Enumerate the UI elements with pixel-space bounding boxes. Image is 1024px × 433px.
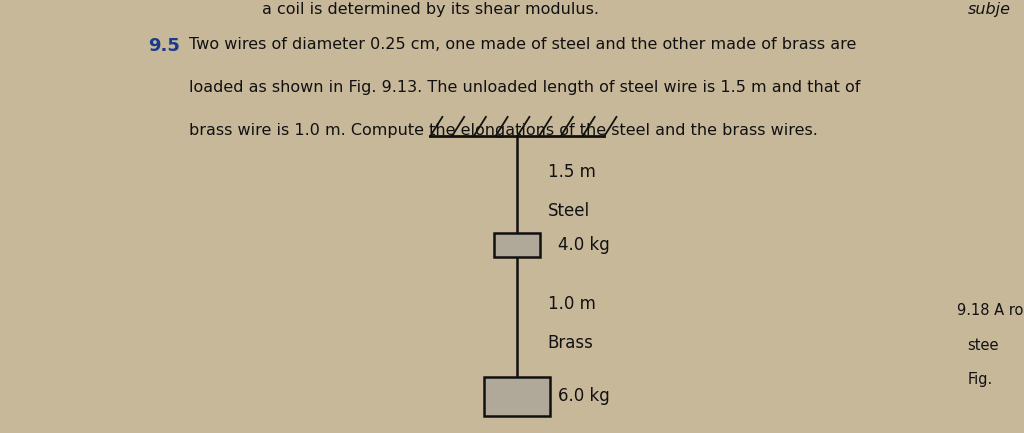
Text: Steel: Steel — [548, 201, 590, 220]
Text: Brass: Brass — [548, 333, 594, 352]
Text: Fig.: Fig. — [968, 372, 993, 388]
Text: 6.0 kg: 6.0 kg — [558, 387, 610, 405]
Text: 1.0 m: 1.0 m — [548, 294, 596, 313]
Text: Two wires of diameter 0.25 cm, one made of steel and the other made of brass are: Two wires of diameter 0.25 cm, one made … — [189, 37, 857, 52]
Bar — [484, 377, 551, 416]
Text: subje: subje — [968, 2, 1011, 17]
Text: 4.0 kg: 4.0 kg — [558, 236, 610, 254]
Bar — [494, 233, 541, 256]
Text: a coil is determined by its shear modulus.: a coil is determined by its shear modulu… — [261, 2, 599, 17]
Text: stee: stee — [968, 338, 999, 353]
Text: loaded as shown in Fig. 9.13. The unloaded length of steel wire is 1.5 m and tha: loaded as shown in Fig. 9.13. The unload… — [189, 80, 861, 95]
Text: brass wire is 1.0 m. Compute the elongations of the steel and the brass wires.: brass wire is 1.0 m. Compute the elongat… — [189, 123, 818, 139]
Text: 1.5 m: 1.5 m — [548, 162, 596, 181]
Text: 9.5: 9.5 — [148, 37, 180, 55]
Text: 9.18 A ro: 9.18 A ro — [957, 303, 1024, 318]
